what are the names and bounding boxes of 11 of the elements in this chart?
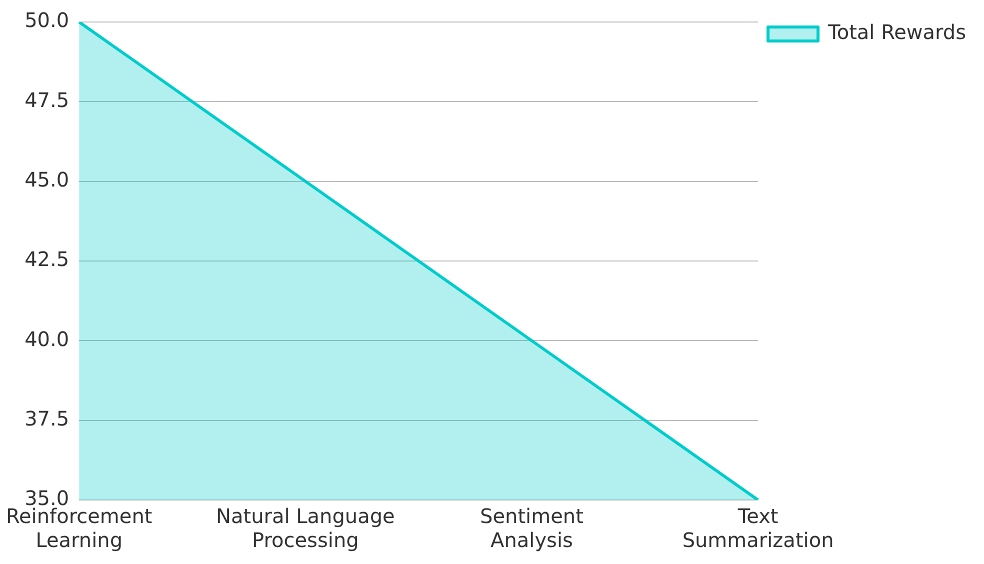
x-tick-label: Natural Language Processing bbox=[216, 504, 395, 552]
y-tick-label: 40.0 bbox=[24, 326, 70, 351]
y-tick-label: 47.5 bbox=[24, 88, 70, 112]
y-tick-label: 50.0 bbox=[24, 8, 70, 32]
legend-label: Total Rewards bbox=[827, 20, 966, 44]
y-tick-label: 45.0 bbox=[24, 168, 70, 192]
y-tick-label: 37.5 bbox=[24, 406, 70, 431]
y-tick-label: 42.5 bbox=[24, 247, 70, 272]
x-tick-label: Sentiment Analysis bbox=[480, 504, 584, 552]
x-tick-label: Reinforcement Learning bbox=[6, 504, 152, 552]
x-tick-label: Text Summarization bbox=[682, 504, 834, 552]
